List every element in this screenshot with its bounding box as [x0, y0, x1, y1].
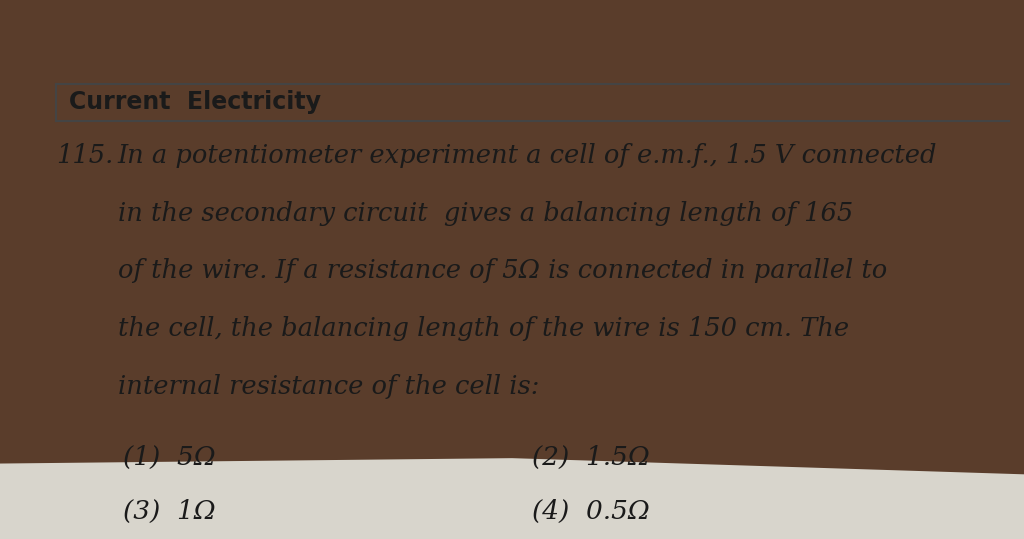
Text: internal resistance of the cell is:: internal resistance of the cell is: — [118, 374, 539, 398]
Text: in the secondary circuit  gives a balancing length of 165: in the secondary circuit gives a balanci… — [118, 201, 861, 225]
Text: (3)  1Ω: (3) 1Ω — [123, 499, 215, 523]
Text: (1)  5Ω: (1) 5Ω — [123, 445, 215, 469]
Text: Current  Electricity: Current Electricity — [69, 91, 321, 114]
Polygon shape — [0, 458, 1024, 539]
Text: (4)  0.5Ω: (4) 0.5Ω — [532, 499, 650, 523]
Text: of the wire. If a resistance of 5Ω is connected in parallel to: of the wire. If a resistance of 5Ω is co… — [118, 258, 887, 283]
Text: In a potentiometer experiment a cell of e.m.f., 1.5 V connected: In a potentiometer experiment a cell of … — [118, 143, 937, 168]
Text: (2)  1.5Ω: (2) 1.5Ω — [532, 445, 650, 469]
Text: 115.: 115. — [56, 143, 114, 168]
Text: the cell, the balancing length of the wire is 150 cm. The: the cell, the balancing length of the wi… — [118, 316, 849, 341]
